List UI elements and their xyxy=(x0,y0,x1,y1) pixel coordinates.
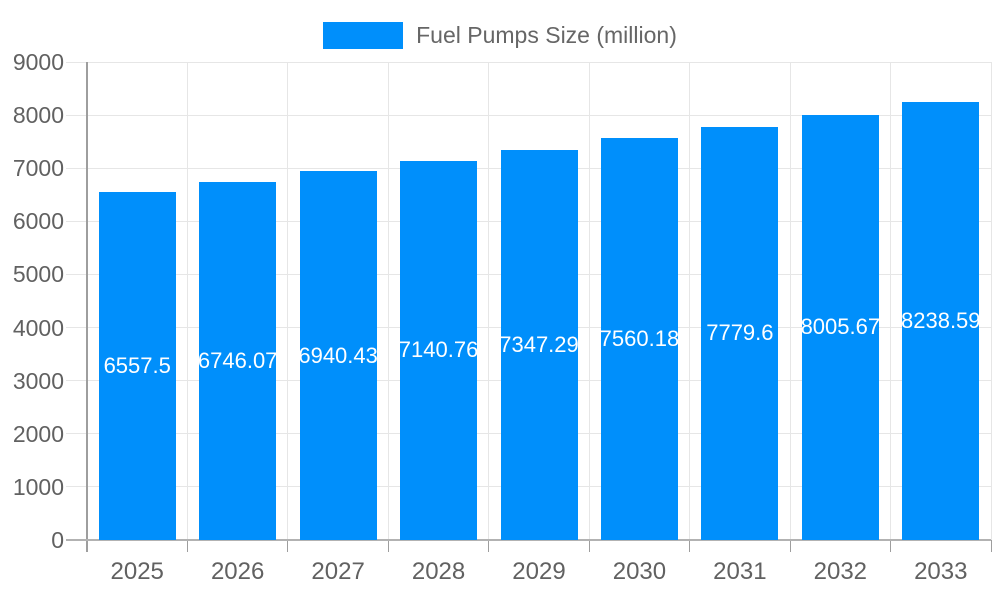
x-tickmark xyxy=(588,540,590,552)
x-tickmark xyxy=(689,540,691,552)
x-gridline xyxy=(588,62,590,540)
bar-value-label: 7560.18 xyxy=(600,326,678,352)
y-tick-label: 4000 xyxy=(12,314,64,341)
x-tick-label: 2028 xyxy=(411,558,466,585)
y-tick-label: 2000 xyxy=(12,420,64,447)
y-tick-label: 9000 xyxy=(12,49,64,75)
y-axis-line xyxy=(86,62,88,552)
x-tick-label: 2033 xyxy=(914,558,968,585)
bar-value-label: 6746.07 xyxy=(199,347,277,373)
x-gridline xyxy=(387,62,389,540)
y-tick-label: 1000 xyxy=(12,473,64,500)
x-tickmark xyxy=(186,540,188,552)
x-gridline xyxy=(990,62,992,540)
bar-2033[interactable]: 8238.59 xyxy=(902,102,980,540)
legend-swatch xyxy=(323,21,404,49)
x-tickmark xyxy=(488,540,490,552)
bar-value-label: 8005.67 xyxy=(801,314,879,340)
bar-2030[interactable]: 7560.18 xyxy=(600,138,678,540)
y-tick-label: 3000 xyxy=(12,367,64,394)
y-tick-label: 8000 xyxy=(12,102,64,129)
x-axis-line xyxy=(66,539,991,541)
bar-value-label: 7779.6 xyxy=(706,320,774,346)
y-gridline xyxy=(66,114,991,116)
bar-2029[interactable]: 7347.29 xyxy=(500,149,578,540)
bar-value-label: 6940.43 xyxy=(299,342,377,368)
x-tick-label: 2031 xyxy=(713,558,767,585)
bar-2025[interactable]: 6557.5 xyxy=(98,191,176,540)
x-gridline xyxy=(689,62,691,540)
x-tickmark xyxy=(789,540,791,552)
bar-2031[interactable]: 7779.6 xyxy=(701,126,779,540)
x-tick-label: 2029 xyxy=(512,558,566,585)
bar-value-label: 8238.59 xyxy=(902,308,980,334)
x-gridline xyxy=(890,62,892,540)
x-tick-label: 2032 xyxy=(813,558,868,585)
y-tick-label: 7000 xyxy=(12,155,64,182)
x-gridline xyxy=(186,62,188,540)
x-tick-label: 2026 xyxy=(210,558,265,585)
bar-2032[interactable]: 8005.67 xyxy=(801,114,879,540)
x-tick-label: 2027 xyxy=(311,558,365,585)
x-gridline xyxy=(789,62,791,540)
bar-value-label: 7347.29 xyxy=(500,331,578,357)
y-tick-label: 5000 xyxy=(12,261,64,288)
y-tick-label: 0 xyxy=(51,527,64,553)
x-tickmark xyxy=(387,540,389,552)
bar-2028[interactable]: 7140.76 xyxy=(400,160,478,540)
legend-item[interactable]: Fuel Pumps Size (million) xyxy=(0,20,1000,50)
x-tick-label: 2025 xyxy=(110,558,164,585)
bar-2026[interactable]: 6746.07 xyxy=(199,181,277,540)
x-tick-label: 2030 xyxy=(612,558,667,585)
legend-label: Fuel Pumps Size (million) xyxy=(416,21,677,48)
x-tickmark xyxy=(890,540,892,552)
bar-value-label: 7140.76 xyxy=(400,337,478,363)
x-tickmark xyxy=(287,540,289,552)
x-gridline xyxy=(488,62,490,540)
bar-value-label: 6557.5 xyxy=(103,352,171,378)
y-tick-label: 6000 xyxy=(12,208,64,235)
y-gridline xyxy=(66,61,991,63)
bar-2027[interactable]: 6940.43 xyxy=(299,171,377,540)
x-gridline xyxy=(287,62,289,540)
x-tickmark xyxy=(990,540,992,552)
